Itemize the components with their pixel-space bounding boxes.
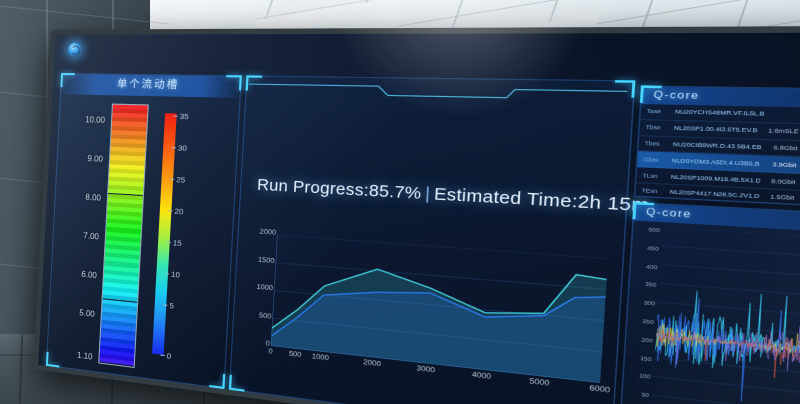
chart-x-tick: 500 [288,350,302,360]
color-scale-tick: 35 [179,111,189,122]
corner-bracket-icon [228,374,246,392]
wave-y-tick: 450 [647,244,659,252]
estimated-time-label: Estimated Time:2h 15m [433,185,650,217]
wave-y-tick: 400 [645,263,658,271]
wave-y-tick: 200 [641,336,653,344]
color-scale-tick: 20 [174,206,184,217]
row-id[interactable]: NU20CIB9WR.D.43.5B4.EB [672,141,762,151]
gauge-axis-tick: 9.00 [87,153,104,164]
wall-display: 单个流动槽 10.00 9.00 8.00 7.00 6.00 5.00 1.10 35 30… [33,25,800,404]
wave-y-tick: 100 [638,372,651,381]
chart-y-tick: 0 [265,339,270,348]
run-status-text: Run Progress:85.7% | Estimated Time:2h 15m [256,176,650,217]
gauge-body: 10.00 9.00 8.00 7.00 6.00 5.00 1.10 35 30 25 20 15… [47,94,240,386]
color-scale-tick: 15 [172,237,182,249]
row-label: Tbes [644,140,660,147]
wave-y-tick: 250 [642,318,655,326]
row-id[interactable]: NL20SP4417.N28.5C.2V1.D [669,189,760,200]
corner-bracket-icon [60,73,75,88]
gauge-axis-tick: 10.00 [84,115,106,125]
gauge-axis-tick: 1.10 [76,350,93,362]
corner-bracket-icon [632,201,655,221]
corner-bracket-icon [639,85,662,104]
gauge-axis-tick: 8.00 [85,192,102,203]
row-label: Gbre [643,156,659,163]
corner-bracket-icon [225,75,242,91]
chart-y-tick: 1500 [257,255,275,265]
color-scale-tick: 25 [176,174,186,185]
wave-y-tick: 500 [648,226,661,234]
row-cell [769,114,799,115]
row-label: TEsn [641,187,658,195]
chart-y-tick: 1000 [256,283,274,293]
row-label: Tase [646,108,662,115]
qcore-data-table[interactable]: ⋯ TaseNU20YCHS48MR.VF.IL5L.BTbseNL20SP1.… [635,104,800,216]
wave-y-tick: 350 [644,281,657,289]
gauge-panel: 单个流动槽 10.00 9.00 8.00 7.00 6.00 5.00 1.10 35 30… [45,73,242,390]
chart-y-tick: 2000 [259,228,277,237]
row-id[interactable]: NU20YDM3.A5DI.4.U3B5.B [671,157,760,167]
display-screen: 单个流动槽 10.00 9.00 8.00 7.00 6.00 5.00 1.10 35 30… [38,32,800,404]
qcore-table-panel: Q-core ⋯ TaseNU20YCHS48MR.VF.IL5L.BTbseN… [633,85,800,218]
wave-y-tick: 50 [641,391,650,399]
chart-x-tick: 4000 [471,370,492,382]
row-cell: 1.6mSLE [768,127,799,135]
circular-brand-icon [67,42,82,56]
chart-plot-area [270,235,608,383]
color-scale-tick: 5 [169,300,175,311]
row-label: TLsn [642,171,658,179]
color-scale-tick: 0 [166,351,172,362]
qcore-waveform-panel: Q-core ⋯ 500450400350300250200150100500 … [618,201,800,404]
row-label: Tbse [645,124,662,131]
chart-x-tick: 2000 [362,358,382,369]
waveform-body: ⋯ 500450400350300250200150100500 0102030… [620,220,800,404]
row-cell: 1.5Gbit [770,193,795,202]
wave-y-tick: 150 [639,354,652,362]
chart-x-tick: 0 [268,347,273,356]
wave-y-tick: 300 [643,299,656,307]
center-panel: Run Progress:85.7% | Estimated Time:2h 15m… [228,75,650,404]
color-scale-bar [152,113,177,355]
gauge-axis-tick: 6.00 [81,269,98,281]
color-scale-tick: 30 [177,143,188,154]
row-id[interactable]: NU20YCHS48MR.VF.IL5L.B [674,108,765,118]
chart-x-tick: 5000 [529,377,550,389]
chart-x-tick: 3000 [416,364,436,375]
gauge-axis-tick: 5.00 [79,308,96,319]
run-progress-label: Run Progress:85.7% [256,176,422,204]
progress-area-chart: 0 500 1000 1500 2000 0 500 1000 2000 3000 4000 500… [242,228,611,404]
flow-cell-gauge [98,103,149,369]
row-cell: 6.8Gbit [773,144,798,152]
gauge-axis-tick: 7.00 [83,231,100,242]
row-cell: 8.0Gbit [771,177,796,185]
chart-y-tick: 500 [258,311,272,321]
gauge-left-axis: 10.00 9.00 8.00 7.00 6.00 5.00 1.10 [53,104,106,362]
row-cell: 3.9Gbit [772,160,797,169]
row-id[interactable]: NL20SP1.00.4I3.5T5.EV.B [673,125,758,134]
row-id[interactable]: NL20SP1009.M18.4B.5X1.D [670,173,761,184]
panel-top-decoration [249,81,628,106]
chart-x-tick: 1000 [311,352,330,363]
color-scale-tick: 10 [170,269,181,280]
chart-x-tick: 6000 [589,384,611,396]
wave-plot-area [651,227,800,404]
